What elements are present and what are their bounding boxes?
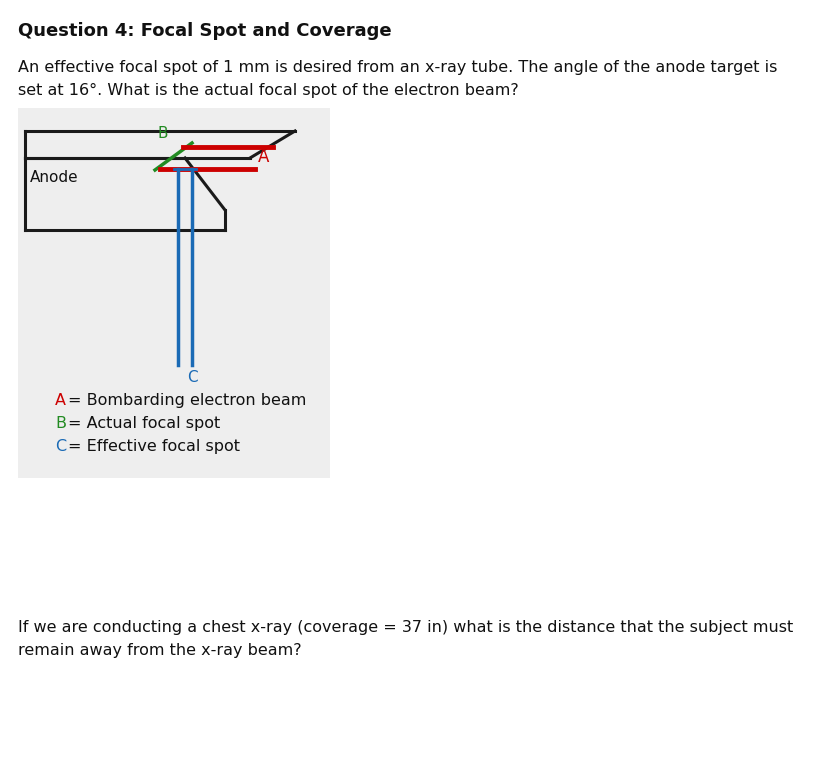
Text: Anode: Anode xyxy=(30,171,79,185)
Bar xyxy=(18,108,330,478)
Text: An effective focal spot of 1 mm is desired from an x-ray tube. The angle of the : An effective focal spot of 1 mm is desir… xyxy=(18,60,777,75)
Text: A: A xyxy=(258,148,269,166)
Text: remain away from the x-ray beam?: remain away from the x-ray beam? xyxy=(18,643,301,658)
Text: B: B xyxy=(158,126,168,141)
Text: = Bombarding electron beam: = Bombarding electron beam xyxy=(68,393,306,408)
Text: A: A xyxy=(55,393,66,408)
Text: set at 16°. What is the actual focal spot of the electron beam?: set at 16°. What is the actual focal spo… xyxy=(18,83,518,98)
Text: C: C xyxy=(187,370,197,385)
Text: B: B xyxy=(55,416,66,431)
Text: If we are conducting a chest x-ray (coverage = 37 in) what is the distance that : If we are conducting a chest x-ray (cove… xyxy=(18,620,792,635)
Text: = Effective focal spot: = Effective focal spot xyxy=(68,439,240,454)
Text: = Actual focal spot: = Actual focal spot xyxy=(68,416,220,431)
Text: C: C xyxy=(55,439,66,454)
Text: Question 4: Focal Spot and Coverage: Question 4: Focal Spot and Coverage xyxy=(18,22,391,40)
